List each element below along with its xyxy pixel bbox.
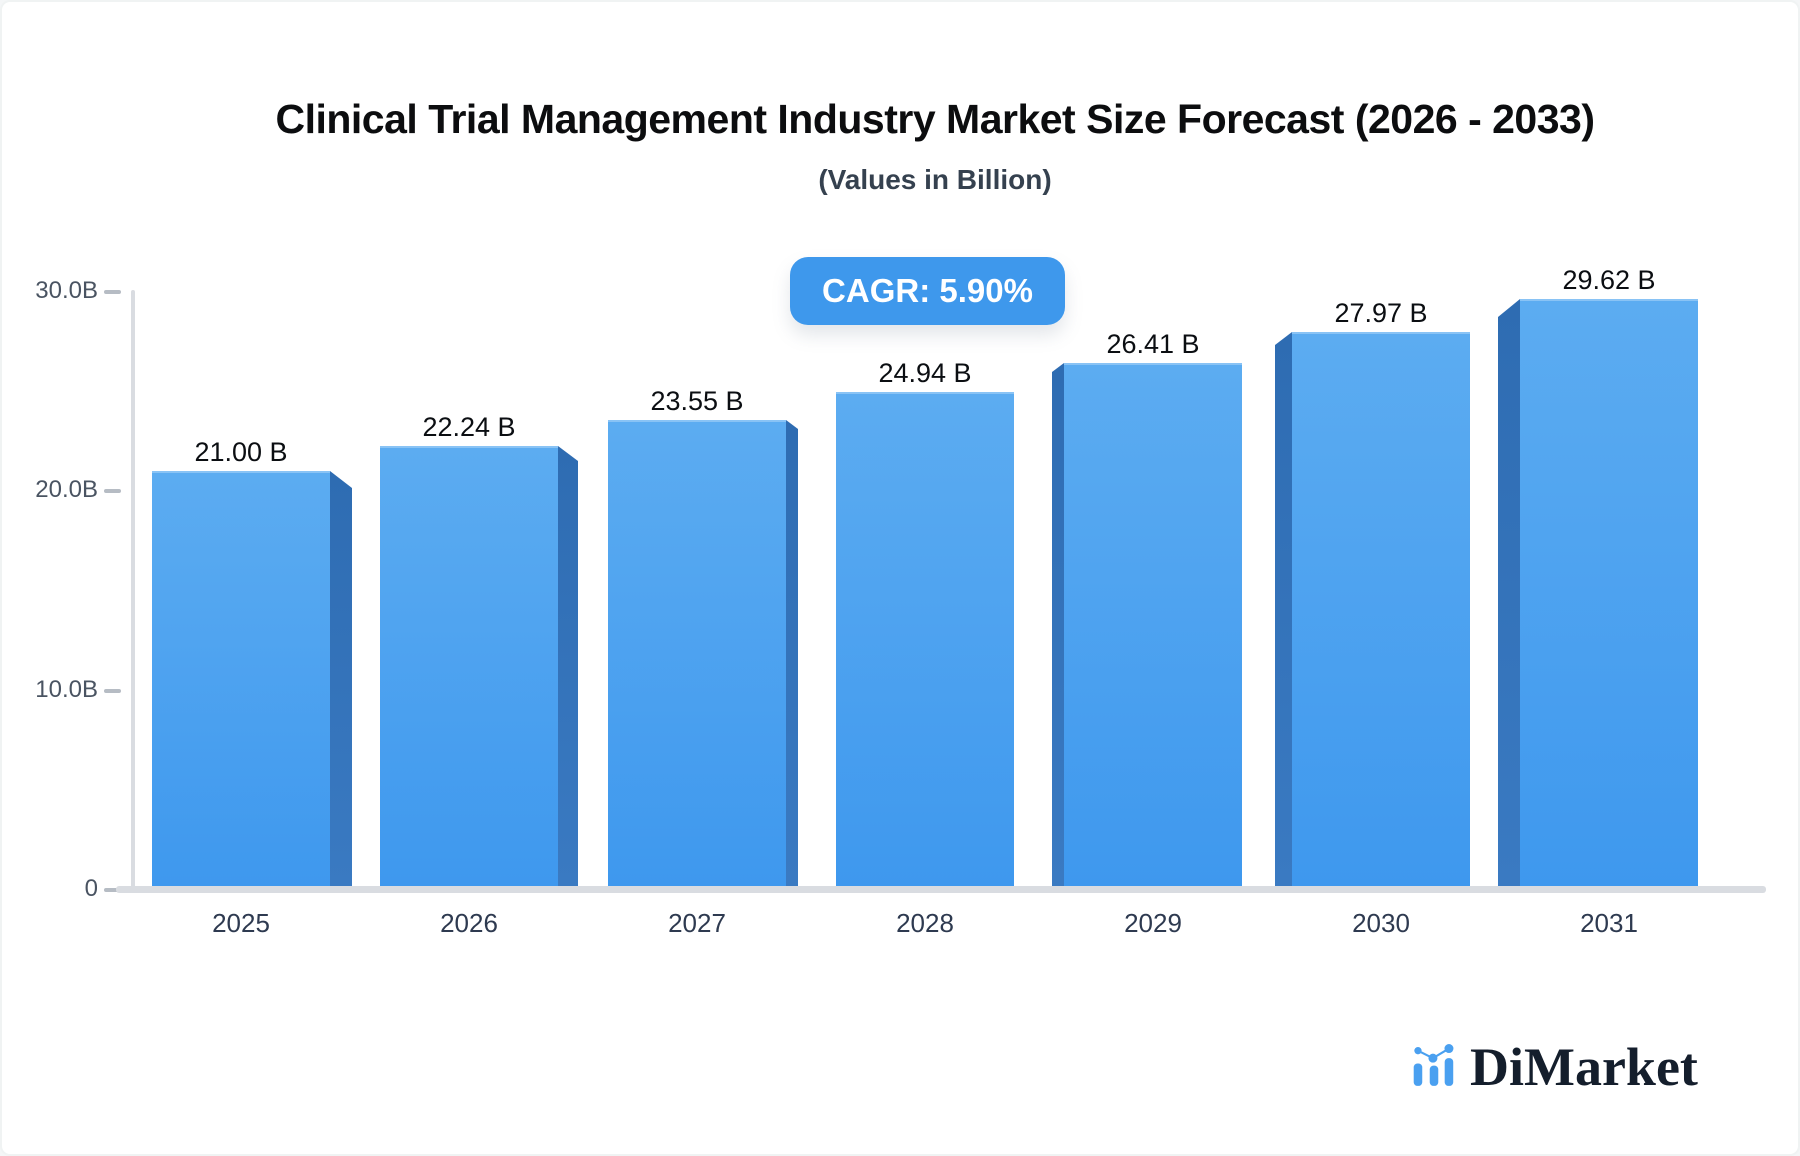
x-axis-label-2031: 2031 bbox=[1580, 908, 1638, 938]
bar-value-label-2027: 23.55 B bbox=[650, 386, 744, 416]
y-axis-tick-label: 10.0B bbox=[35, 676, 98, 703]
cagr-badge: CAGR: 5.90% bbox=[790, 257, 1065, 325]
bar-side-face-2025 bbox=[330, 471, 352, 890]
brand-logo-text: DiMarket bbox=[1470, 1037, 1698, 1097]
bar-value-label-2029: 26.41 B bbox=[1106, 329, 1200, 359]
bar-2027[interactable] bbox=[608, 420, 786, 890]
bar-side-face-2027 bbox=[786, 420, 798, 890]
x-axis-label-2030: 2030 bbox=[1352, 908, 1410, 938]
bar-side-face-2030 bbox=[1275, 332, 1292, 890]
bar-value-label-2030: 27.97 B bbox=[1334, 298, 1428, 328]
bar-2031[interactable] bbox=[1520, 299, 1698, 890]
y-axis-tick-mark bbox=[104, 689, 121, 693]
bar-2028[interactable] bbox=[836, 392, 1014, 890]
y-axis-tick-mark bbox=[104, 290, 121, 294]
x-axis-label-2025: 2025 bbox=[212, 908, 270, 938]
chart-title: Clinical Trial Management Industry Marke… bbox=[275, 96, 1595, 142]
y-axis-tick-label: 0 bbox=[84, 875, 98, 902]
bar-chart-trend-icon bbox=[1413, 1044, 1454, 1086]
x-axis-label-2028: 2028 bbox=[896, 908, 954, 938]
x-axis-label-2027: 2027 bbox=[668, 908, 726, 938]
bar-2026[interactable] bbox=[380, 446, 558, 890]
bar-side-face-2029 bbox=[1052, 363, 1064, 890]
chart-subtitle: (Values in Billion) bbox=[818, 164, 1052, 195]
bar-value-label-2031: 29.62 B bbox=[1562, 265, 1656, 295]
bar-value-label-2028: 24.94 B bbox=[878, 358, 972, 388]
y-axis-tick-mark bbox=[104, 489, 121, 493]
x-axis-label-2026: 2026 bbox=[440, 908, 498, 938]
y-axis-tick-label: 20.0B bbox=[35, 476, 98, 503]
bar-value-label-2025: 21.00 B bbox=[194, 437, 288, 467]
x-axis-baseline bbox=[116, 886, 1766, 893]
x-axis-label-2029: 2029 bbox=[1124, 908, 1182, 938]
bar-2030[interactable] bbox=[1292, 332, 1470, 890]
y-axis-tick-label: 30.0B bbox=[35, 277, 98, 304]
y-axis-line bbox=[131, 290, 135, 890]
bar-2029[interactable] bbox=[1064, 363, 1242, 890]
y-axis-tick-mark bbox=[104, 888, 121, 892]
bar-side-face-2031 bbox=[1498, 299, 1520, 890]
bar-2025[interactable] bbox=[152, 471, 330, 890]
bar-value-label-2026: 22.24 B bbox=[422, 412, 516, 442]
brand-logo: DiMarket bbox=[1410, 1037, 1698, 1097]
bar-side-face-2026 bbox=[558, 446, 578, 890]
